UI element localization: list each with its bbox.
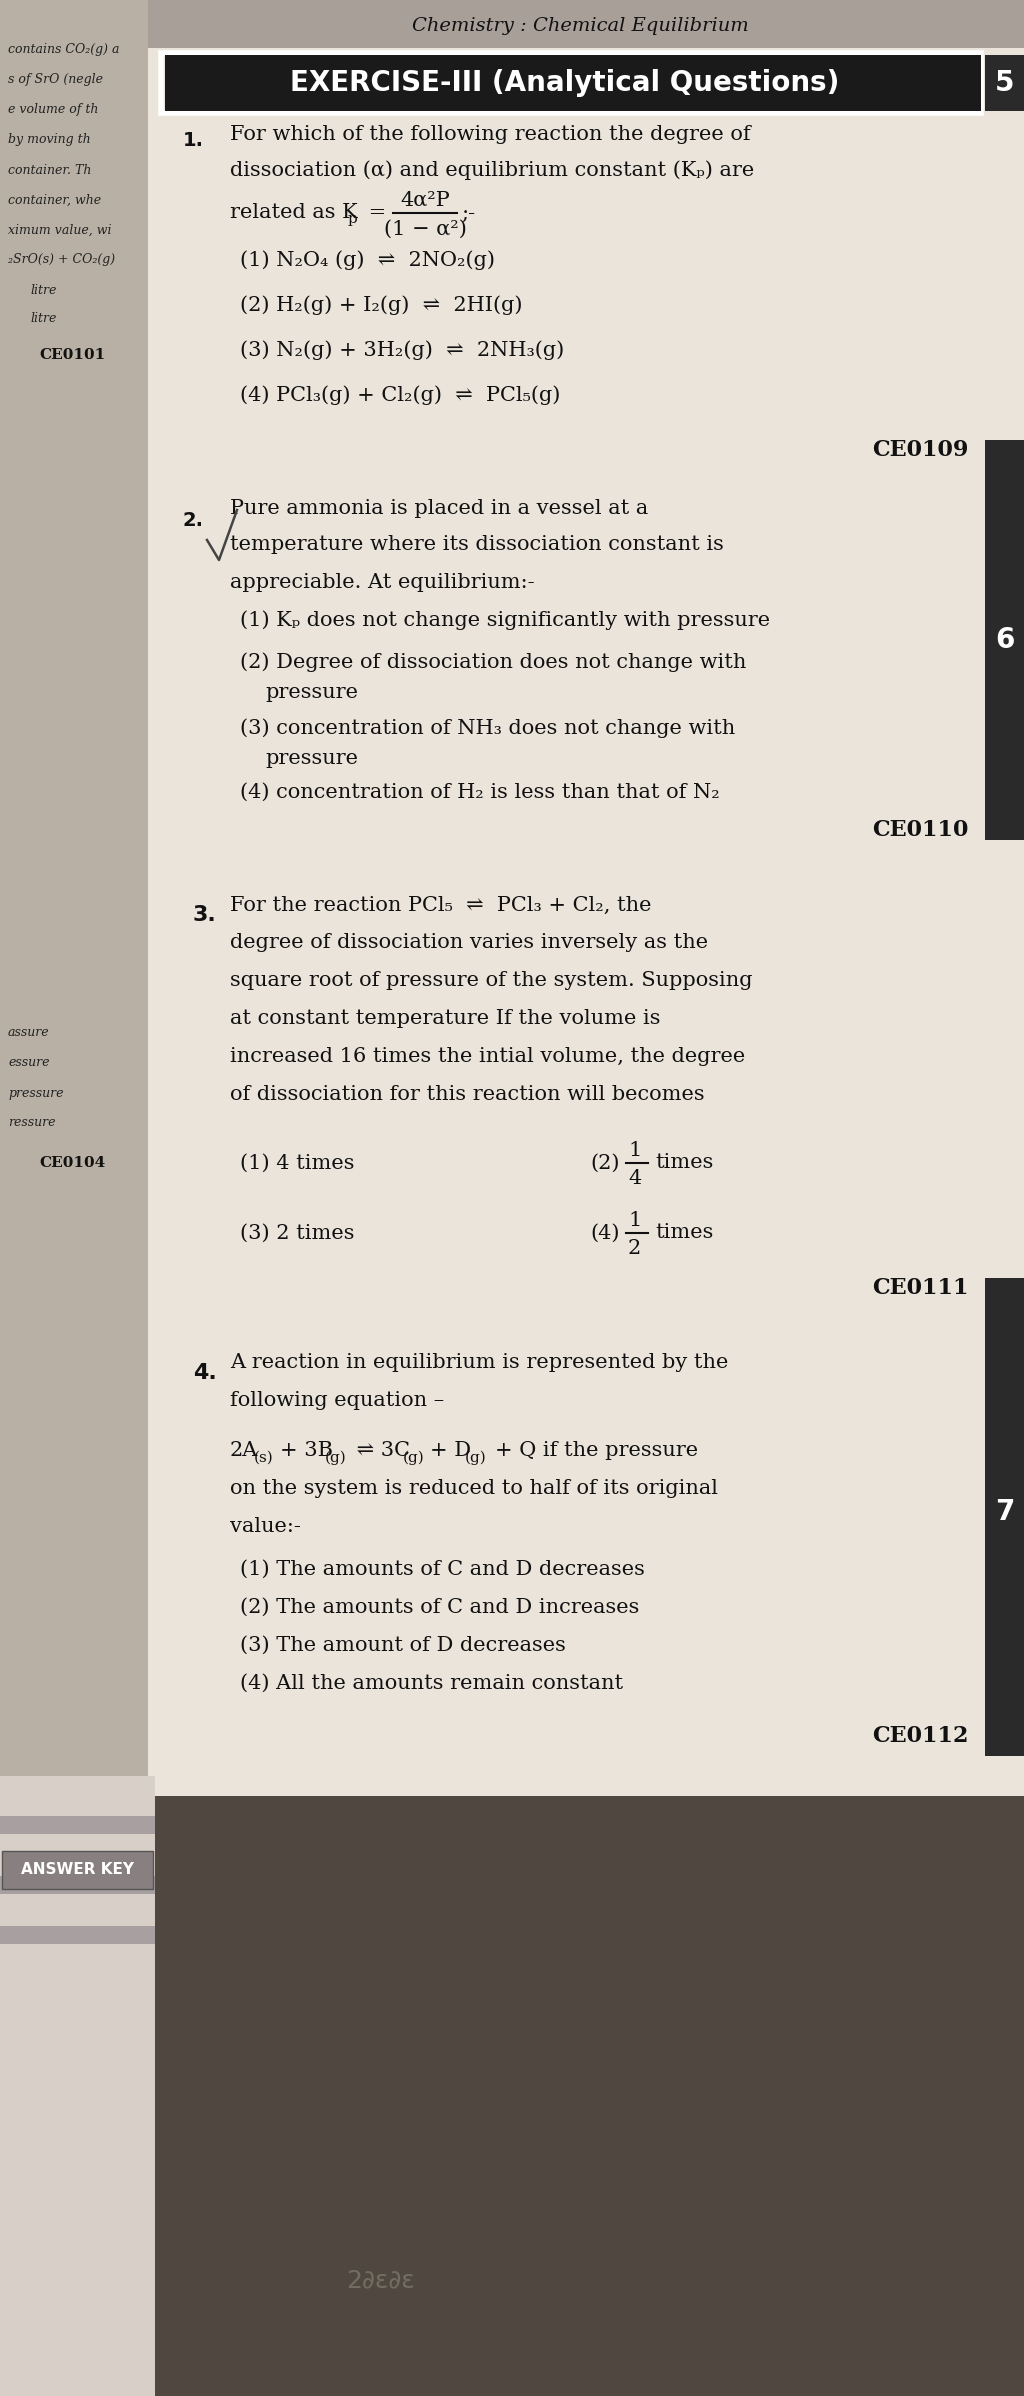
Text: 2A: 2A bbox=[230, 1442, 258, 1462]
Text: (1) 4 times: (1) 4 times bbox=[240, 1152, 354, 1172]
Text: CE0109: CE0109 bbox=[871, 438, 968, 460]
Text: pressure: pressure bbox=[8, 1085, 63, 1100]
Text: (1) Kₚ does not change significantly with pressure: (1) Kₚ does not change significantly wit… bbox=[240, 611, 770, 630]
Text: (4) concentration of H₂ is less than that of N₂: (4) concentration of H₂ is less than tha… bbox=[240, 783, 720, 803]
Text: container, whe: container, whe bbox=[8, 194, 101, 206]
Text: ;-: ;- bbox=[461, 204, 475, 223]
Text: (s): (s) bbox=[254, 1452, 273, 1464]
Text: (3) The amount of D decreases: (3) The amount of D decreases bbox=[240, 1636, 566, 1656]
FancyBboxPatch shape bbox=[985, 441, 1024, 841]
FancyBboxPatch shape bbox=[0, 1926, 155, 1943]
Text: container. Th: container. Th bbox=[8, 163, 91, 177]
Text: litre: litre bbox=[30, 283, 56, 297]
Text: 4.: 4. bbox=[193, 1363, 217, 1382]
Text: on the system is reduced to half of its original: on the system is reduced to half of its … bbox=[230, 1478, 718, 1498]
Text: (4) All the amounts remain constant: (4) All the amounts remain constant bbox=[240, 1672, 624, 1692]
Text: (2) Degree of dissociation does not change with: (2) Degree of dissociation does not chan… bbox=[240, 652, 746, 671]
Text: CE0112: CE0112 bbox=[871, 1725, 969, 1747]
Text: 1.: 1. bbox=[182, 129, 204, 149]
Text: For the reaction PCl₅  ⇌  PCl₃ + Cl₂, the: For the reaction PCl₅ ⇌ PCl₃ + Cl₂, the bbox=[230, 896, 651, 915]
FancyBboxPatch shape bbox=[985, 55, 1024, 110]
Text: 6: 6 bbox=[995, 625, 1015, 654]
FancyBboxPatch shape bbox=[148, 0, 1024, 48]
Text: increased 16 times the intial volume, the degree: increased 16 times the intial volume, th… bbox=[230, 1047, 745, 1066]
Text: times: times bbox=[655, 1152, 714, 1172]
Text: s of SrO (negle: s of SrO (negle bbox=[8, 74, 103, 86]
Text: 2: 2 bbox=[628, 1239, 641, 1258]
FancyBboxPatch shape bbox=[2, 1852, 153, 1888]
Text: Chemistry : Chemical Equilibrium: Chemistry : Chemical Equilibrium bbox=[412, 17, 749, 36]
Text: pressure: pressure bbox=[265, 683, 358, 702]
FancyBboxPatch shape bbox=[0, 1816, 155, 1833]
Text: (3) N₂(g) + 3H₂(g)  ⇌  2NH₃(g): (3) N₂(g) + 3H₂(g) ⇌ 2NH₃(g) bbox=[240, 340, 564, 359]
Text: For which of the following reaction the degree of: For which of the following reaction the … bbox=[230, 125, 751, 144]
Text: + Q if the pressure: + Q if the pressure bbox=[495, 1442, 698, 1462]
Text: =: = bbox=[362, 204, 393, 223]
FancyBboxPatch shape bbox=[0, 0, 148, 2396]
Text: ⇌ 3C: ⇌ 3C bbox=[350, 1442, 410, 1462]
Text: 1: 1 bbox=[628, 1210, 641, 1229]
FancyBboxPatch shape bbox=[0, 1876, 155, 1893]
Text: (2) The amounts of C and D increases: (2) The amounts of C and D increases bbox=[240, 1598, 639, 1617]
Text: of dissociation for this reaction will becomes: of dissociation for this reaction will b… bbox=[230, 1085, 705, 1105]
Text: (2): (2) bbox=[590, 1152, 620, 1172]
Text: times: times bbox=[655, 1224, 714, 1244]
Text: 2.: 2. bbox=[182, 510, 204, 530]
Text: essure: essure bbox=[8, 1057, 49, 1069]
Text: (g): (g) bbox=[403, 1452, 425, 1466]
Text: following equation –: following equation – bbox=[230, 1392, 444, 1411]
FancyBboxPatch shape bbox=[148, 0, 1024, 2396]
Text: (3) 2 times: (3) 2 times bbox=[240, 1224, 354, 1244]
Text: ANSWER KEY: ANSWER KEY bbox=[22, 1862, 134, 1878]
Text: e volume of th: e volume of th bbox=[8, 103, 98, 117]
Text: A reaction in equilibrium is represented by the: A reaction in equilibrium is represented… bbox=[230, 1354, 728, 1373]
Text: square root of pressure of the system. Supposing: square root of pressure of the system. S… bbox=[230, 970, 753, 990]
Text: pressure: pressure bbox=[265, 748, 358, 767]
Text: p: p bbox=[348, 211, 357, 225]
Text: ₂SrO(s) + CO₂(g): ₂SrO(s) + CO₂(g) bbox=[8, 254, 115, 266]
Text: CE0110: CE0110 bbox=[871, 819, 968, 841]
Text: CE0104: CE0104 bbox=[39, 1155, 105, 1169]
Text: 2∂ε∂ε: 2∂ε∂ε bbox=[346, 2269, 415, 2293]
Text: appreciable. At equilibrium:-: appreciable. At equilibrium:- bbox=[230, 573, 535, 592]
Text: (4) PCl₃(g) + Cl₂(g)  ⇌  PCl₅(g): (4) PCl₃(g) + Cl₂(g) ⇌ PCl₅(g) bbox=[240, 386, 560, 405]
Text: 7: 7 bbox=[995, 1498, 1015, 1526]
FancyBboxPatch shape bbox=[0, 1775, 155, 2396]
Text: by moving th: by moving th bbox=[8, 134, 91, 146]
FancyBboxPatch shape bbox=[165, 55, 981, 110]
Text: (1 − α²): (1 − α²) bbox=[384, 220, 467, 240]
Text: 1: 1 bbox=[628, 1140, 641, 1160]
Text: (1) N₂O₄ (g)  ⇌  2NO₂(g): (1) N₂O₄ (g) ⇌ 2NO₂(g) bbox=[240, 249, 495, 271]
Text: EXERCISE-III (Analytical Questions): EXERCISE-III (Analytical Questions) bbox=[291, 69, 840, 96]
Text: (g): (g) bbox=[325, 1452, 347, 1466]
Text: (3) concentration of NH₃ does not change with: (3) concentration of NH₃ does not change… bbox=[240, 719, 735, 738]
Text: temperature where its dissociation constant is: temperature where its dissociation const… bbox=[230, 534, 724, 553]
Text: assure: assure bbox=[8, 1025, 49, 1040]
Text: CE0101: CE0101 bbox=[39, 347, 105, 362]
Text: dissociation (α) and equilibrium constant (Kₚ) are: dissociation (α) and equilibrium constan… bbox=[230, 161, 755, 180]
Text: (g): (g) bbox=[465, 1452, 486, 1466]
FancyBboxPatch shape bbox=[0, 1797, 1024, 2396]
Text: (2) H₂(g) + I₂(g)  ⇌  2HI(g): (2) H₂(g) + I₂(g) ⇌ 2HI(g) bbox=[240, 295, 522, 314]
Text: value:-: value:- bbox=[230, 1517, 301, 1536]
Text: 4: 4 bbox=[628, 1169, 641, 1188]
Text: 4α²P: 4α²P bbox=[400, 192, 450, 208]
Text: 3.: 3. bbox=[193, 906, 217, 925]
Text: ressure: ressure bbox=[8, 1117, 55, 1129]
Text: at constant temperature If the volume is: at constant temperature If the volume is bbox=[230, 1009, 660, 1028]
Text: 5: 5 bbox=[995, 69, 1015, 96]
Text: + D: + D bbox=[430, 1442, 471, 1462]
Text: ximum value, wi: ximum value, wi bbox=[8, 223, 112, 237]
FancyBboxPatch shape bbox=[985, 1277, 1024, 1756]
Text: related as K: related as K bbox=[230, 204, 357, 223]
Text: CE0111: CE0111 bbox=[871, 1277, 969, 1299]
Text: (1) The amounts of C and D decreases: (1) The amounts of C and D decreases bbox=[240, 1560, 645, 1579]
Text: + 3B: + 3B bbox=[280, 1442, 333, 1462]
Text: (4): (4) bbox=[590, 1224, 620, 1244]
Text: Pure ammonia is placed in a vessel at a: Pure ammonia is placed in a vessel at a bbox=[230, 498, 648, 518]
Text: degree of dissociation varies inversely as the: degree of dissociation varies inversely … bbox=[230, 934, 709, 954]
Text: contains CO₂(g) a: contains CO₂(g) a bbox=[8, 43, 120, 58]
Text: litre: litre bbox=[30, 311, 56, 323]
